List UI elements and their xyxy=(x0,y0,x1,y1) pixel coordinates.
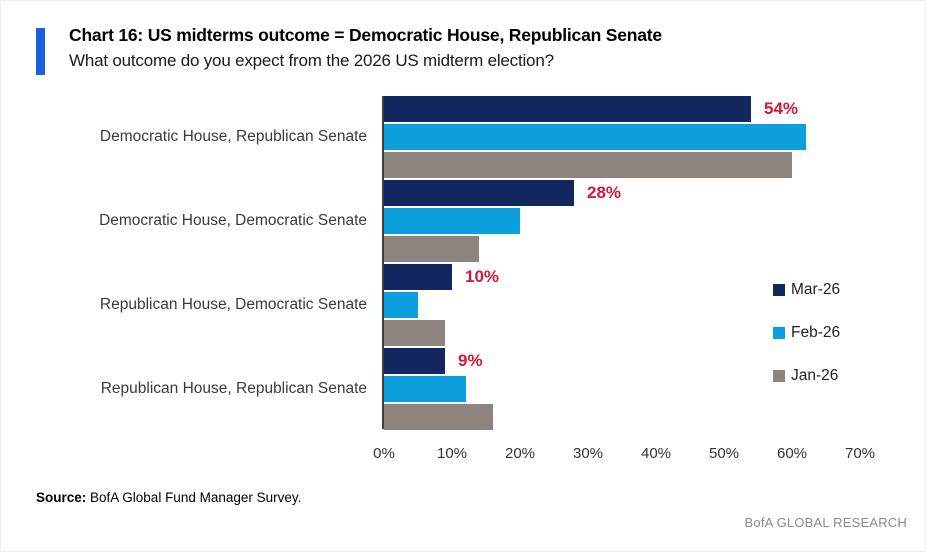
brand-label: BofA GLOBAL RESEARCH xyxy=(744,515,907,530)
x-axis-tick: 20% xyxy=(504,445,536,462)
value-label: 54% xyxy=(764,99,799,118)
chart-title: Chart 16: US midterms outcome = Democrat… xyxy=(69,25,662,45)
x-axis-tick: 50% xyxy=(708,445,740,462)
chart-subtitle: What outcome do you expect from the 2026… xyxy=(69,51,554,70)
legend-swatch-mar-26 xyxy=(773,284,785,296)
legend-label: Jan-26 xyxy=(791,367,839,384)
bar-jan-26-3 xyxy=(384,320,445,346)
bar-feb-26-3 xyxy=(384,292,418,318)
legend-item-feb-26: Feb-26 xyxy=(773,324,840,342)
y-axis-line xyxy=(382,96,384,429)
bar-mar-26-4 xyxy=(384,348,445,374)
value-label: 9% xyxy=(458,351,483,370)
bar-mar-26-1 xyxy=(384,96,751,122)
legend-swatch-feb-26 xyxy=(773,327,785,339)
x-axis-tick: 60% xyxy=(776,445,808,462)
value-label: 28% xyxy=(587,183,622,202)
bar-mar-26-3 xyxy=(384,264,452,290)
source-text: BofA Global Fund Manager Survey. xyxy=(86,490,302,505)
x-axis-tick: 0% xyxy=(373,445,395,462)
category-label: Republican House, Republican Senate xyxy=(100,380,367,397)
x-axis-tick: 70% xyxy=(844,445,876,462)
x-axis-tick: 40% xyxy=(640,445,672,462)
bar-feb-26-2 xyxy=(384,208,520,234)
source-label: Source: xyxy=(36,490,87,505)
bar-jan-26-2 xyxy=(384,236,479,262)
bar-jan-26-4 xyxy=(384,404,493,430)
legend-item-mar-26: Mar-26 xyxy=(773,281,840,299)
source-note: Source: BofA Global Fund Manager Survey. xyxy=(36,490,301,505)
legend-swatch-jan-26 xyxy=(773,370,785,382)
category-label: Democratic House, Republican Senate xyxy=(99,128,367,145)
x-axis-tick: 10% xyxy=(436,445,468,462)
category-label: Republican House, Democratic Senate xyxy=(99,296,367,313)
bar-feb-26-4 xyxy=(384,376,466,402)
title-accent-bar xyxy=(36,28,45,75)
bar-mar-26-2 xyxy=(384,180,574,206)
legend-label: Feb-26 xyxy=(791,324,841,341)
legend-item-jan-26: Jan-26 xyxy=(773,367,838,385)
value-label: 10% xyxy=(465,267,500,286)
x-axis-tick: 30% xyxy=(572,445,604,462)
legend-label: Mar-26 xyxy=(791,281,841,298)
category-label: Democratic House, Democratic Senate xyxy=(99,212,367,229)
bar-feb-26-1 xyxy=(384,124,806,150)
bar-jan-26-1 xyxy=(384,152,792,178)
